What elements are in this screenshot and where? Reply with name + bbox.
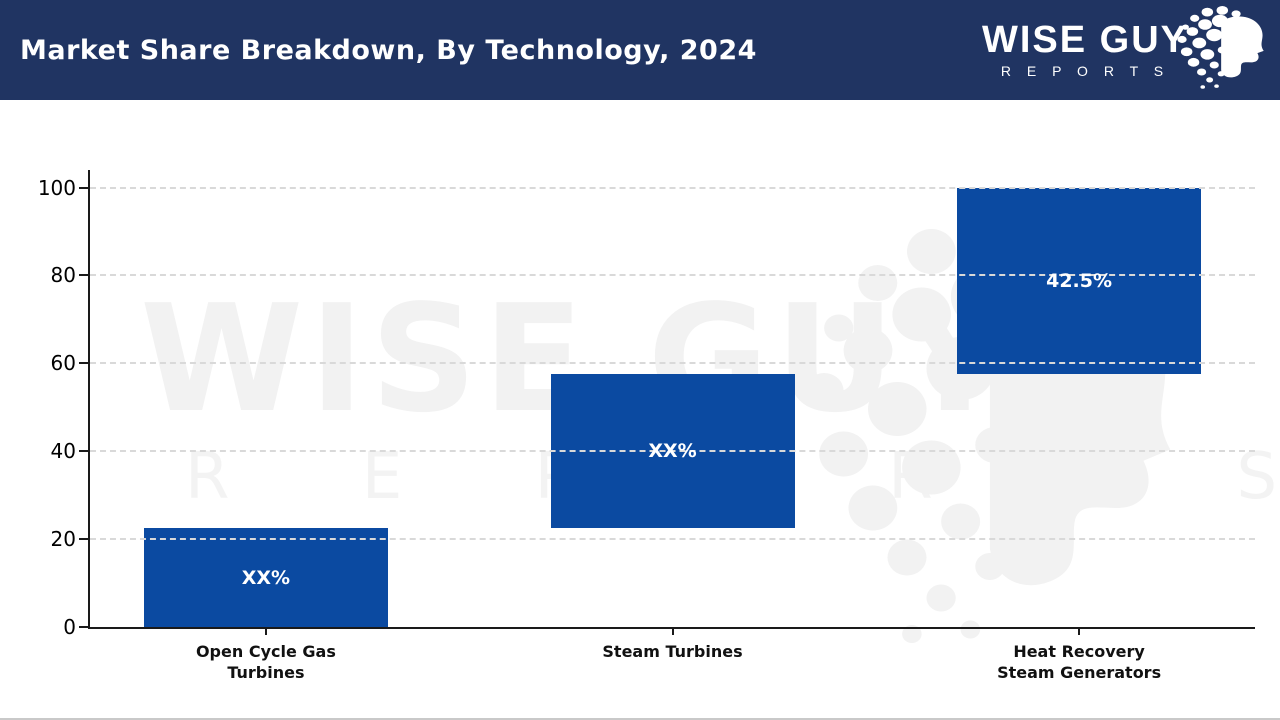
y-axis-tick bbox=[79, 186, 88, 189]
wise-guy-logo: WISE GUY R E P O R T S bbox=[982, 6, 1280, 94]
gridline-60 bbox=[90, 362, 1255, 365]
y-axis-label-100: 100 bbox=[37, 175, 76, 200]
x-axis-tick bbox=[671, 627, 674, 635]
x-axis-tick bbox=[264, 627, 267, 635]
y-axis-label-40: 40 bbox=[50, 439, 76, 464]
bar-value-label-open-cycle-gas-turbines: XX% bbox=[241, 566, 291, 589]
y-axis-tick bbox=[79, 626, 88, 628]
logo-wordmark-line1: WISE GUY bbox=[981, 19, 1188, 61]
y-axis-tick bbox=[79, 450, 88, 453]
gridline-40 bbox=[90, 450, 1255, 453]
bar-value-label-heat-recovery-steam-generators: 42.5% bbox=[1046, 269, 1113, 292]
bar-value-label-steam-turbines: XX% bbox=[648, 440, 697, 463]
x-axis-label-steam-turbines: Steam Turbines bbox=[602, 642, 743, 661]
logo-wordmark-line2: R E P O R T S bbox=[1000, 63, 1170, 79]
header: Market Share Breakdown, By Technology, 2… bbox=[0, 0, 1280, 100]
y-axis-tick bbox=[79, 538, 88, 541]
bar-heat-recovery-steam-generators bbox=[957, 187, 1202, 375]
y-axis-label-0: 0 bbox=[63, 615, 76, 639]
bar-open-cycle-gas-turbines bbox=[143, 528, 388, 627]
chart-canvas: WISE GUY R E P O R T S XX%Open Cycle Gas… bbox=[0, 100, 1280, 720]
y-axis-tick bbox=[79, 362, 88, 365]
logo-wordmark: WISE GUY R E P O R T S bbox=[982, 21, 1188, 79]
x-axis-label-heat-recovery-steam-generators: Heat Recovery Steam Generators bbox=[997, 642, 1162, 682]
plot-area: XX% Open Cycle Gas Turbines XX% Steam Turbi… bbox=[38, 170, 1255, 682]
gridline-80 bbox=[90, 274, 1255, 277]
y-axis-tick bbox=[79, 274, 88, 277]
page-title: Market Share Breakdown, By Technology, 2… bbox=[20, 34, 757, 66]
y-axis-label-60: 60 bbox=[50, 351, 76, 376]
x-axis-label-open-cycle-gas-turbines: Open Cycle Gas Turbines bbox=[195, 642, 336, 682]
gridline-20 bbox=[90, 538, 1255, 541]
y-axis-label-20: 20 bbox=[50, 527, 76, 552]
y-axis-label-80: 80 bbox=[50, 263, 76, 288]
page-bottom-border bbox=[0, 718, 1280, 720]
x-axis-tick bbox=[1078, 627, 1081, 635]
gridline-100 bbox=[90, 186, 1255, 189]
